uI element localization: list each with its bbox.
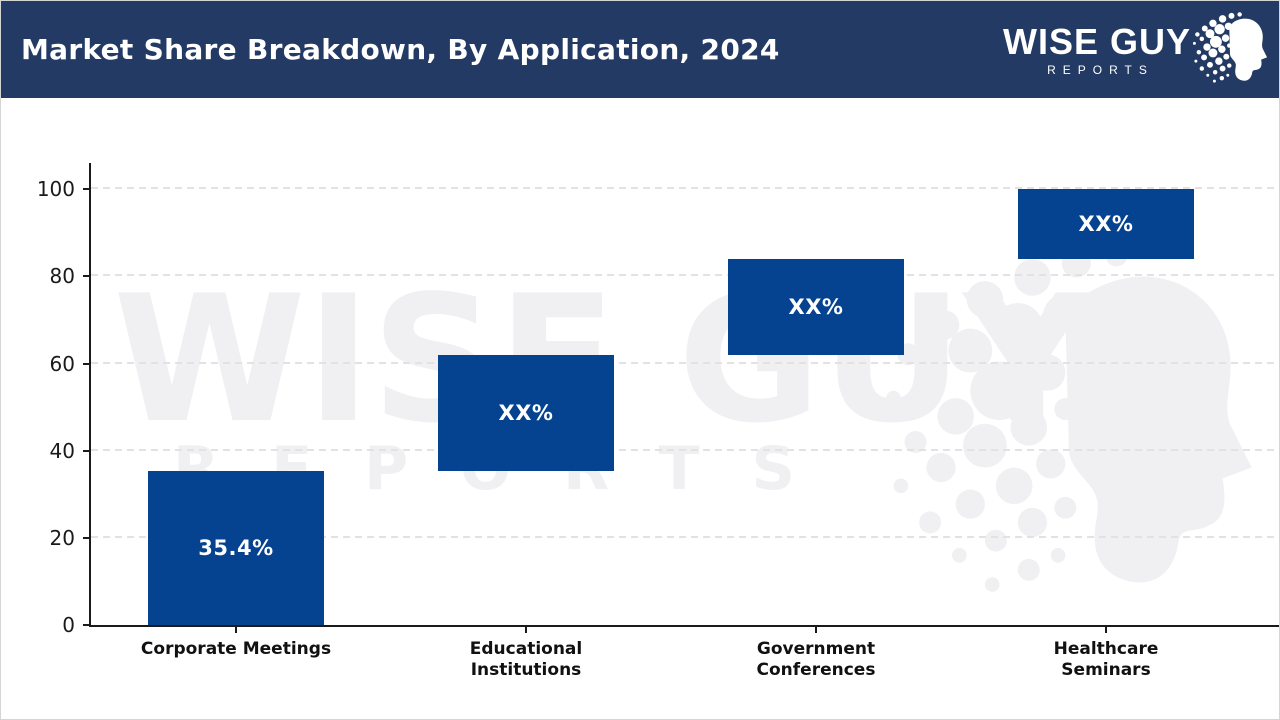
gridline [91,274,1279,277]
category-label: Healthcare Seminars [1053,639,1159,681]
logo-brand-name: WISE GUY [1002,20,1191,62]
dotted-head-logo-icon [1192,12,1268,83]
category-label: Corporate Meetings [140,639,332,659]
x-tick-mark [235,625,237,633]
logo-brand-subtitle: REPORTS [1047,62,1154,77]
bar-value-label: XX% [788,294,844,319]
x-tick-mark [1105,625,1107,633]
bars-layer: 35.4% XX% XX% XX% [91,163,1251,625]
y-tick-mark [83,275,91,278]
x-axis-labels: Corporate Meetings Educational Institutio… [91,639,1251,682]
bar-value-label: 35.4% [198,535,274,560]
header-bar: Market Share Breakdown, By Application, … [1,1,1279,98]
y-tick-label: 80 [49,264,75,289]
y-tick-mark [83,536,91,539]
category-label: Government Conferences [756,639,876,681]
y-tick-label: 40 [49,438,75,463]
logo-text: WISE GUY REPORTS [1002,20,1191,77]
y-tick-mark [83,449,91,452]
bar-segment: XX% [438,354,614,471]
y-tick-label: 60 [49,351,75,376]
y-tick-mark [83,624,91,626]
y-tick-mark [83,362,91,365]
gridline [91,187,1279,190]
bar-segment: XX% [728,258,904,355]
category-label: Educational Institutions [469,639,583,681]
gridline [91,448,1279,451]
y-tick-label: 20 [49,525,75,550]
y-tick-label: 0 [62,613,75,637]
x-tick-mark [815,625,817,633]
gridline [91,535,1279,538]
y-tick-label: 100 [36,177,75,202]
bar-value-label: XX% [498,400,554,425]
bar-segment: XX% [1018,189,1194,259]
plot-area: 35.4% XX% XX% XX% Corporate Meetings Educati… [37,163,1279,680]
y-tick-mark [83,188,91,191]
bar-value-label: XX% [1078,212,1134,237]
x-tick-mark [525,625,527,633]
wise-guy-reports-logo: WISE GUY REPORTS [1003,5,1273,95]
bar-segment: 35.4% [148,470,324,625]
gridline [91,361,1279,364]
page-title: Market Share Breakdown, By Application, … [21,33,780,66]
